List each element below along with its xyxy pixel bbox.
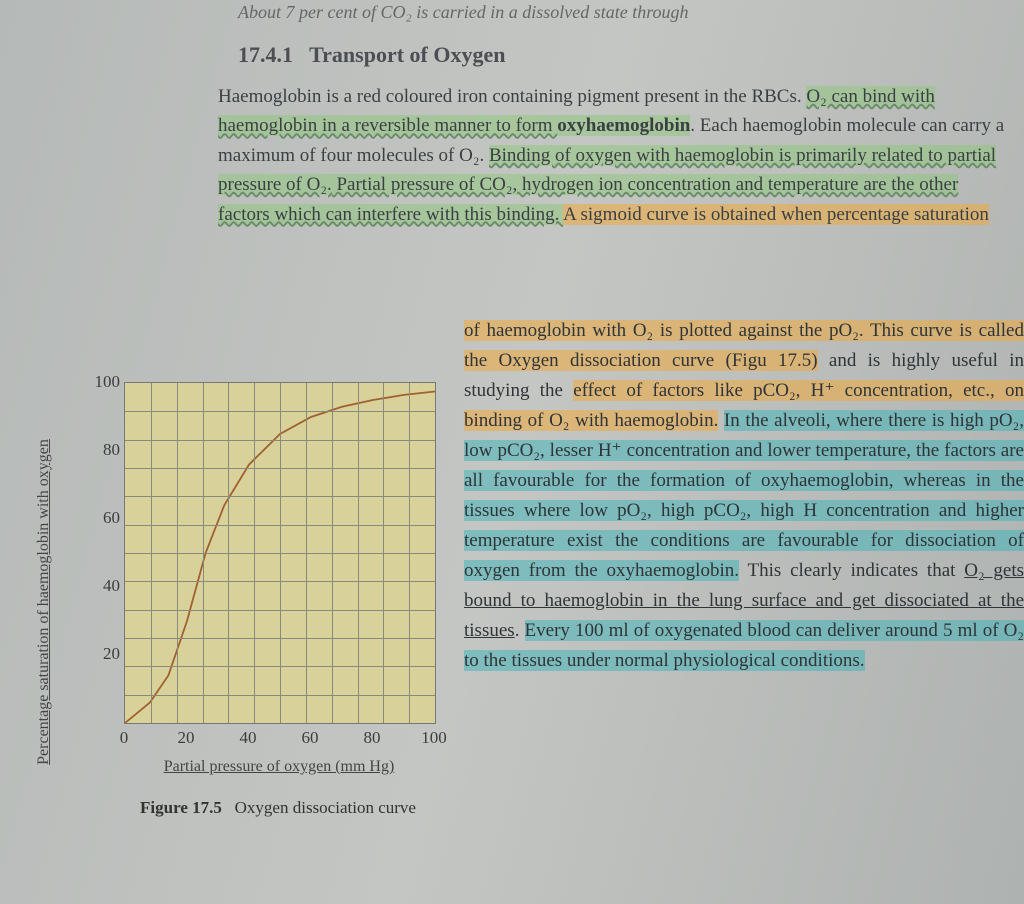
gridline bbox=[125, 581, 435, 582]
gridline bbox=[125, 666, 435, 667]
page: About 7 per cent of CO₂ is carried in a … bbox=[0, 0, 1024, 904]
figure-caption-text: Oxygen dissociation curve bbox=[235, 798, 416, 817]
y-tick-label: 40 bbox=[92, 576, 120, 596]
y-tick-label: 60 bbox=[92, 508, 120, 528]
x-tick-label: 40 bbox=[240, 728, 257, 748]
body-paragraph: Haemoglobin is a red coloured iron conta… bbox=[218, 82, 1008, 229]
x-tick-label: 20 bbox=[178, 728, 195, 748]
x-tick-label: 0 bbox=[120, 728, 129, 748]
text-segment: This clearly indicates that bbox=[739, 560, 964, 581]
x-tick-label: 100 bbox=[421, 728, 447, 748]
gridline bbox=[409, 383, 410, 723]
gridline bbox=[125, 553, 435, 554]
body-right-column: of haemoglobin with O₂ is plotted agains… bbox=[464, 316, 1024, 676]
section-number: 17.4.1 bbox=[238, 42, 293, 67]
gridline bbox=[125, 610, 435, 611]
figure-caption: Figure 17.5 Oxygen dissociation curve bbox=[78, 798, 478, 818]
gridline bbox=[306, 383, 307, 723]
chart-plot-area bbox=[124, 382, 436, 724]
text-segment: Haemoglobin is a red coloured iron conta… bbox=[218, 86, 806, 107]
header-fragment: About 7 per cent of CO₂ is carried in a … bbox=[238, 2, 689, 23]
chart-x-axis-label: Partial pressure of oxygen (mm Hg) bbox=[124, 758, 434, 776]
gridline bbox=[383, 383, 384, 723]
text-segment: A sigmoid curve is obtained when percent… bbox=[563, 204, 989, 225]
figure-label: Figure 17.5 bbox=[140, 798, 222, 817]
chart-y-axis-label: Percentage saturation of haemoglobin wit… bbox=[35, 439, 53, 765]
text-segment: In the alveoli, where there is high pO₂,… bbox=[464, 410, 1024, 581]
y-tick-label: 100 bbox=[92, 372, 120, 392]
gridline bbox=[332, 383, 333, 723]
y-tick-label: 80 bbox=[92, 440, 120, 460]
gridline bbox=[125, 695, 435, 696]
gridline bbox=[358, 383, 359, 723]
section-heading: 17.4.1 Transport of Oxygen bbox=[238, 42, 505, 68]
oxygen-dissociation-chart: Percentage saturation of haemoglobin wit… bbox=[64, 382, 454, 822]
section-title: Transport of Oxygen bbox=[309, 42, 505, 67]
x-tick-label: 80 bbox=[364, 728, 381, 748]
text-segment: . bbox=[515, 620, 525, 641]
x-tick-label: 60 bbox=[302, 728, 319, 748]
y-tick-label: 20 bbox=[92, 644, 120, 664]
text-segment: Every 100 ml of oxygenated blood can del… bbox=[464, 620, 1024, 671]
text-segment: oxyhaemoglobin bbox=[557, 115, 690, 136]
gridline bbox=[125, 638, 435, 639]
